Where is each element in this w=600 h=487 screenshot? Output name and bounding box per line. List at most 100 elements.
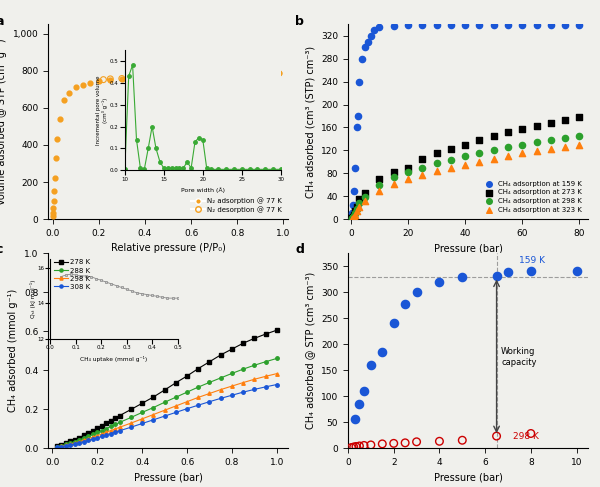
288 K [262, 359, 269, 365]
N₂ desorption @ 77 K [117, 75, 127, 82]
288 K [76, 437, 83, 443]
CH₄ adsorption at 273 K [503, 128, 513, 136]
278 K [127, 407, 134, 412]
Y-axis label: CH₄ adsorbed (cm³ (STP) cm⁻³): CH₄ adsorbed (cm³ (STP) cm⁻³) [305, 46, 316, 198]
CH₄ adsorption at 323 K [347, 215, 357, 223]
Legend: CH₄ adsorption at 159 K, CH₄ adsorption at 273 K, CH₄ adsorption at 298 K, CH₄ a: CH₄ adsorption at 159 K, CH₄ adsorption … [479, 178, 584, 216]
288 K [206, 379, 213, 385]
CH₄ adsorption at 298 K [532, 138, 541, 146]
298 K [98, 431, 106, 437]
CH₄ adsorption at 159 K [350, 164, 360, 171]
CH₄ adsorption at 273 K [347, 214, 357, 222]
CH₄ adsorption at 298 K [475, 149, 484, 157]
Text: c: c [0, 244, 2, 257]
CH₄ adsorption at 298 K [389, 173, 398, 181]
Point [434, 437, 444, 445]
298 K [273, 371, 280, 376]
Point [366, 361, 376, 369]
CH₄ adsorption at 298 K [489, 146, 499, 154]
278 K [184, 373, 191, 379]
CH₄ adsorption at 298 K [350, 209, 360, 217]
288 K [71, 439, 79, 445]
298 K [89, 434, 97, 440]
N₂ desorption @ 77 K [152, 74, 161, 81]
CH₄ adsorption at 159 K [389, 22, 398, 30]
CH₄ adsorption at 298 K [347, 215, 356, 223]
CH₄ adsorption at 323 K [361, 197, 370, 205]
298 K [251, 376, 258, 382]
Point [355, 400, 364, 408]
278 K [116, 412, 124, 418]
CH₄ adsorption at 159 K [532, 21, 541, 29]
N₂ adsorption @ 77 K [267, 70, 277, 77]
CH₄ adsorption at 323 K [347, 215, 356, 223]
298 K [161, 407, 168, 413]
N₂ desorption @ 77 K [256, 70, 265, 78]
288 K [229, 371, 236, 376]
Line: 288 K: 288 K [55, 356, 278, 449]
298 K [239, 380, 247, 386]
308 K [107, 431, 115, 436]
Text: d: d [295, 244, 304, 257]
308 K [139, 421, 146, 427]
CH₄ adsorption at 273 K [361, 189, 370, 197]
308 K [229, 393, 236, 398]
308 K [103, 432, 110, 438]
Point [377, 440, 387, 448]
Line: 298 K: 298 K [55, 372, 278, 449]
278 K [251, 336, 258, 341]
CH₄ adsorption at 323 K [460, 161, 470, 169]
N₂ adsorption @ 77 K [209, 72, 219, 79]
CH₄ adsorption at 159 K [446, 21, 455, 29]
Point [412, 288, 421, 296]
Y-axis label: CH₄ adsorbed (mmol g⁻¹): CH₄ adsorbed (mmol g⁻¹) [8, 289, 19, 412]
Point [400, 300, 410, 307]
Legend: 278 K, 288 K, 298 K, 308 K: 278 K, 288 K, 298 K, 308 K [52, 257, 93, 293]
278 K [262, 331, 269, 337]
278 K [273, 327, 280, 333]
Point [400, 439, 410, 447]
N₂ adsorption @ 77 K [71, 84, 80, 92]
CH₄ adsorption at 159 K [348, 201, 358, 209]
Text: a: a [0, 15, 4, 28]
Point [457, 273, 467, 281]
308 K [67, 442, 74, 448]
N₂ desorption @ 77 K [232, 71, 242, 79]
N₂ desorption @ 77 K [267, 70, 277, 77]
CH₄ adsorption at 323 K [432, 167, 442, 175]
298 K [217, 387, 224, 393]
CH₄ adsorption at 159 K [517, 21, 527, 29]
CH₄ adsorption at 159 K [349, 187, 359, 194]
N₂ adsorption @ 77 K [50, 174, 60, 182]
298 K [85, 436, 92, 442]
308 K [206, 399, 213, 405]
CH₄ adsorption at 159 K [369, 26, 379, 34]
288 K [239, 366, 247, 372]
CH₄ adsorption at 298 K [460, 152, 470, 160]
308 K [150, 417, 157, 423]
288 K [172, 394, 179, 400]
CH₄ adsorption at 298 K [374, 181, 384, 188]
278 K [229, 346, 236, 352]
CH₄ adsorption at 159 K [575, 21, 584, 29]
CH₄ adsorption at 298 K [355, 199, 364, 207]
Text: 298 K: 298 K [512, 431, 538, 441]
Point [572, 267, 581, 275]
308 K [127, 424, 134, 430]
CH₄ adsorption at 273 K [349, 211, 359, 219]
288 K [103, 426, 110, 431]
298 K [62, 442, 70, 448]
CH₄ adsorption at 159 K [361, 43, 370, 51]
298 K [206, 391, 213, 396]
Point [359, 387, 369, 395]
CH₄ adsorption at 273 K [560, 116, 570, 124]
288 K [184, 389, 191, 395]
Text: 159 K: 159 K [520, 256, 545, 265]
CH₄ adsorption at 159 K [355, 78, 364, 86]
298 K [184, 399, 191, 405]
298 K [94, 432, 101, 438]
CH₄ adsorption at 159 K [358, 55, 367, 63]
Point [366, 441, 376, 449]
CH₄ adsorption at 273 K [355, 195, 364, 203]
CH₄ adsorption at 273 K [517, 125, 527, 132]
